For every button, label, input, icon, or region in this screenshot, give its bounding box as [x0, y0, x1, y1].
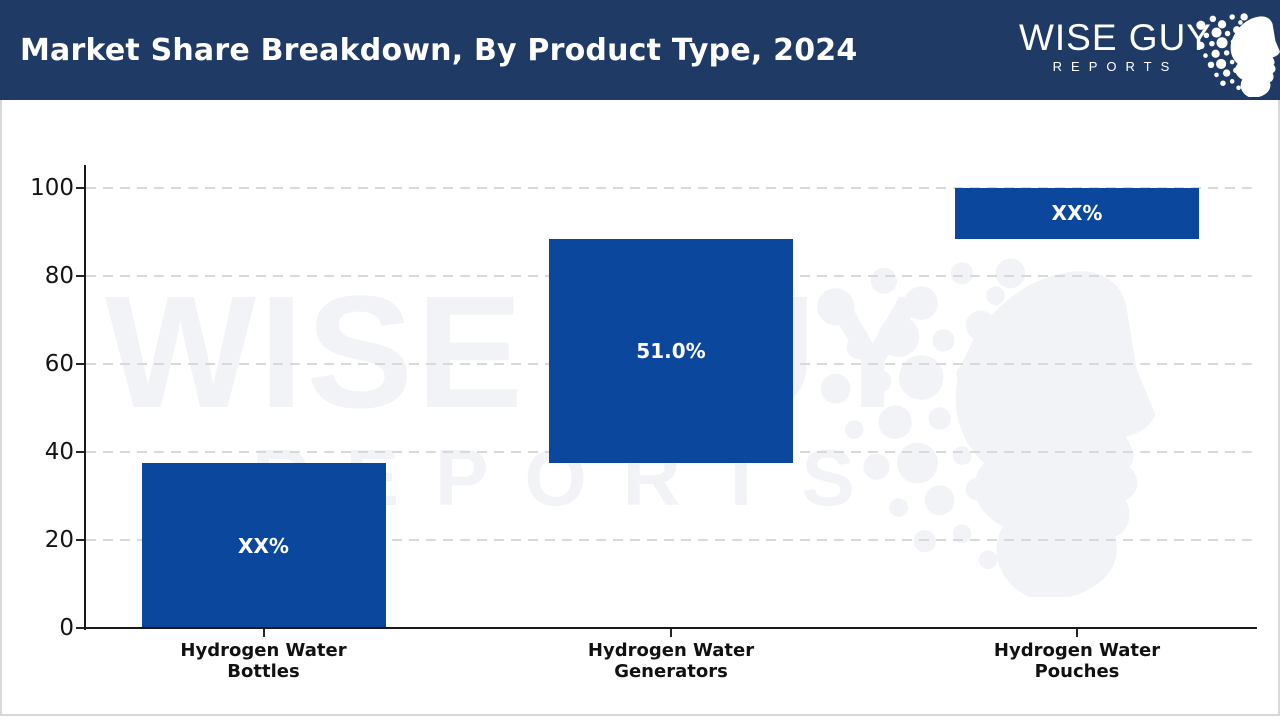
logo-wordmark: WISE GUY: [1018, 17, 1212, 58]
y-axis-line: [84, 165, 86, 630]
x-tick-mark: [1076, 628, 1078, 637]
chart-header: Market Share Breakdown, By Product Type,…: [0, 0, 1280, 100]
bar-label: 51.0%: [636, 338, 706, 363]
y-tick-label: 0: [59, 615, 74, 641]
logo: WISE GUY REPORTS: [1010, 0, 1280, 100]
bar: [549, 238, 793, 463]
logo-text: WISE GUY REPORTS: [1018, 17, 1212, 75]
x-category-label: Hydrogen Water Generators: [587, 640, 755, 682]
gridline: [86, 539, 1257, 541]
y-tick-label: 40: [44, 439, 74, 465]
y-tick-mark: [76, 451, 86, 453]
y-tick-mark: [76, 539, 86, 541]
gridline: [86, 187, 1257, 189]
y-tick-label: 60: [44, 351, 74, 377]
x-axis-line: [84, 627, 1257, 629]
x-tick-mark: [670, 628, 672, 637]
y-tick-label: 20: [44, 527, 74, 553]
page-title: Market Share Breakdown, By Product Type,…: [20, 32, 858, 68]
logo-subtext: REPORTS: [1052, 59, 1179, 74]
bar-label: XX%: [238, 533, 289, 558]
bar: [141, 463, 386, 628]
y-tick-mark: [76, 187, 86, 189]
y-tick-label: 100: [30, 175, 74, 201]
x-category-label: Hydrogen Water Pouches: [993, 640, 1161, 682]
x-tick-mark: [262, 628, 265, 637]
y-tick-mark: [76, 627, 86, 629]
watermark-head-icon: [816, 258, 1156, 597]
y-tick-label: 80: [44, 263, 74, 289]
y-tick-mark: [76, 275, 86, 277]
x-category-label: Hydrogen Water Bottles: [180, 640, 347, 682]
bar-label: XX%: [1051, 201, 1103, 226]
y-tick-mark: [76, 363, 86, 365]
bar: [955, 188, 1199, 239]
logo-head-icon: [1196, 13, 1280, 97]
